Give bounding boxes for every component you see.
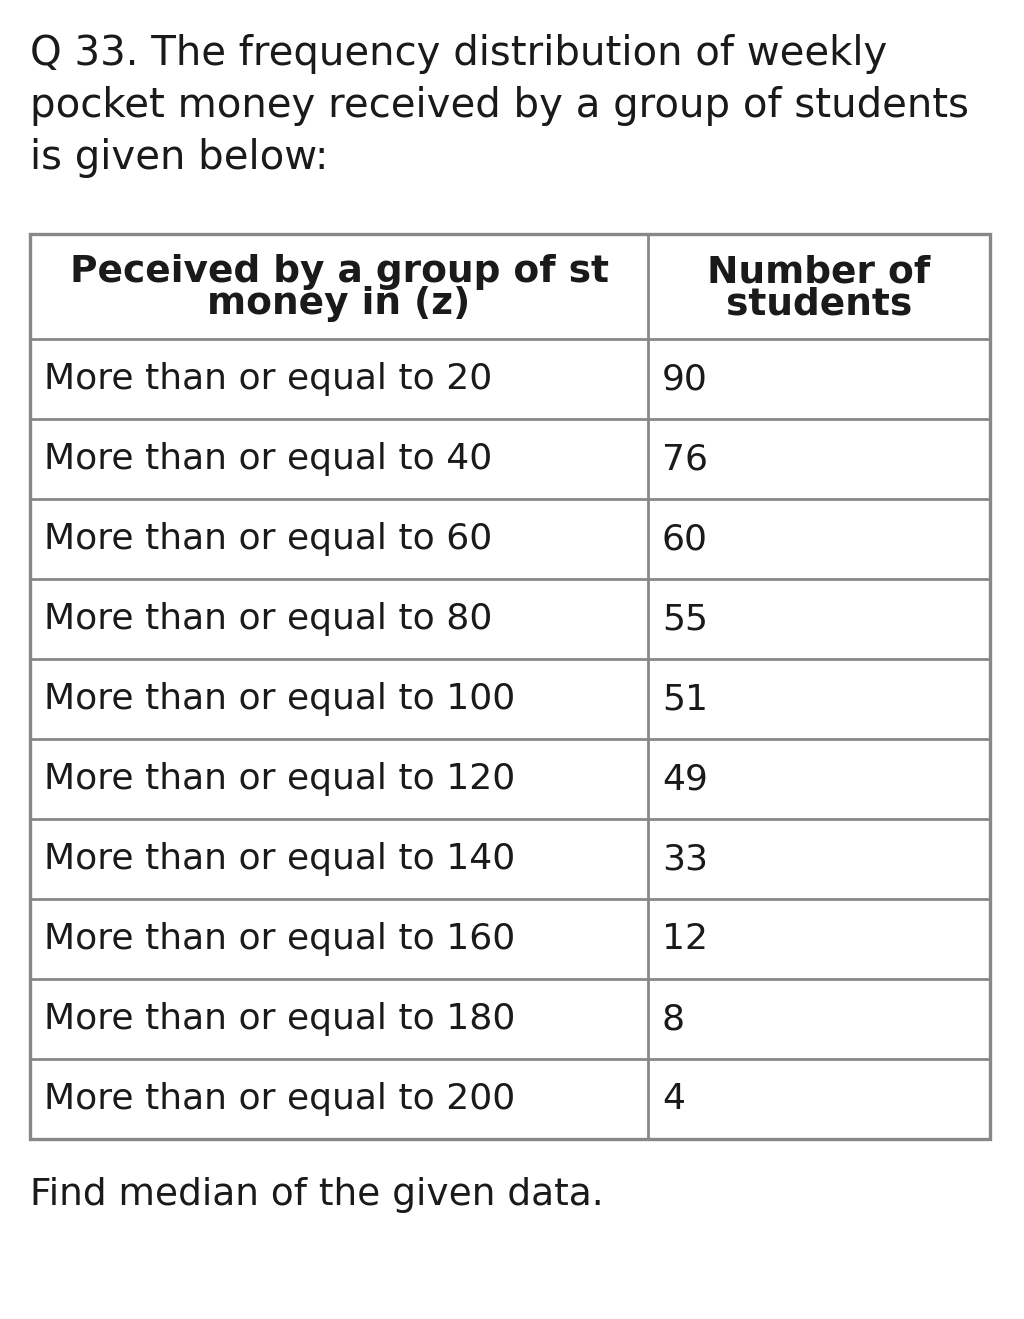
Text: 60: 60	[662, 522, 708, 557]
Text: Q 33. The frequency distribution of weekly: Q 33. The frequency distribution of week…	[30, 34, 888, 74]
Text: students: students	[726, 286, 912, 323]
Text: More than or equal to 160: More than or equal to 160	[44, 922, 515, 956]
Text: More than or equal to 60: More than or equal to 60	[44, 522, 493, 557]
Text: More than or equal to 180: More than or equal to 180	[44, 1002, 515, 1035]
Text: Peceived by a group of st: Peceived by a group of st	[70, 255, 608, 290]
Text: Find median of the given data.: Find median of the given data.	[30, 1177, 603, 1213]
Text: More than or equal to 200: More than or equal to 200	[44, 1082, 515, 1116]
Text: More than or equal to 140: More than or equal to 140	[44, 842, 515, 876]
Text: More than or equal to 120: More than or equal to 120	[44, 762, 515, 795]
Text: More than or equal to 40: More than or equal to 40	[44, 442, 493, 476]
Text: 55: 55	[662, 601, 708, 636]
Text: 12: 12	[662, 922, 708, 956]
Text: 90: 90	[662, 361, 708, 396]
Text: 33: 33	[662, 842, 708, 876]
Text: 51: 51	[662, 682, 708, 716]
Text: pocket money received by a group of students: pocket money received by a group of stud…	[30, 86, 969, 127]
Text: More than or equal to 80: More than or equal to 80	[44, 601, 493, 636]
Text: is given below:: is given below:	[30, 138, 329, 178]
Text: 4: 4	[662, 1082, 685, 1116]
Text: 76: 76	[662, 442, 708, 476]
Text: 49: 49	[662, 762, 708, 795]
Text: More than or equal to 100: More than or equal to 100	[44, 682, 515, 716]
Text: 8: 8	[662, 1002, 685, 1035]
Text: More than or equal to 20: More than or equal to 20	[44, 361, 493, 396]
Bar	[30, 233, 990, 1140]
Text: Number of: Number of	[708, 255, 931, 290]
Text: money in (z): money in (z)	[208, 286, 471, 323]
